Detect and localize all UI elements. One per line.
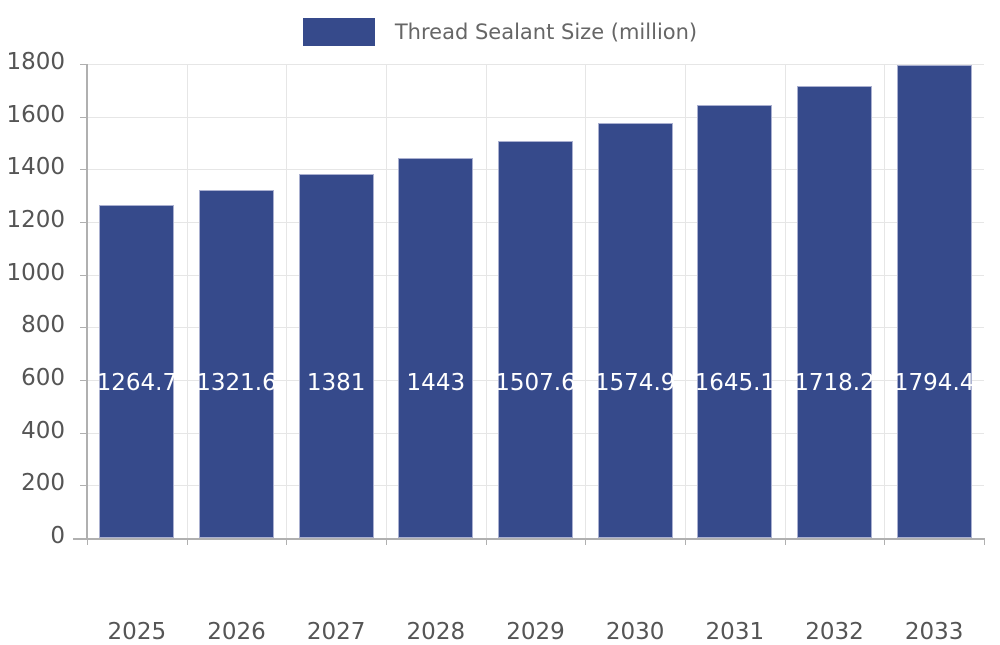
bar[interactable]: [597, 123, 673, 538]
bar[interactable]: [796, 85, 873, 538]
x-tick-label: 2025: [107, 619, 167, 645]
gridline-vertical: [785, 64, 786, 538]
x-tick-label: 2031: [705, 619, 765, 645]
y-tick-label: 800: [21, 312, 65, 339]
gridline-horizontal: [87, 64, 984, 65]
y-tick-mark: [80, 274, 87, 276]
x-tick-mark: [785, 538, 786, 545]
y-tick-label: 600: [21, 365, 65, 391]
bar[interactable]: [697, 104, 773, 538]
chart-legend: Thread Sealant Size (million): [0, 14, 1000, 50]
y-tick-label: 400: [21, 417, 65, 444]
bar[interactable]: [896, 65, 972, 538]
y-tick-label: 1600: [6, 101, 65, 128]
y-axis-spine: [86, 64, 88, 538]
x-tick-label: 2033: [904, 619, 964, 645]
x-tick-mark: [486, 538, 487, 545]
x-tick-mark: [187, 538, 188, 545]
y-tick-mark: [80, 116, 87, 118]
gridline-horizontal: [87, 116, 984, 118]
gridline-vertical: [386, 64, 387, 538]
y-tick-mark: [80, 64, 87, 65]
gridline-vertical: [685, 64, 686, 538]
y-tick-label: 0: [50, 523, 65, 549]
bar[interactable]: [298, 174, 374, 538]
x-tick-mark: [884, 538, 885, 545]
y-tick-mark: [80, 169, 87, 171]
bar[interactable]: [398, 158, 474, 538]
x-tick-mark: [585, 538, 586, 545]
x-tick-label: 2028: [406, 619, 466, 645]
x-tick-mark: [984, 538, 985, 545]
x-axis-spine: [73, 538, 984, 540]
gridline-vertical: [585, 64, 586, 538]
bar[interactable]: [198, 189, 275, 538]
x-tick-mark: [286, 538, 287, 545]
gridline-vertical: [486, 64, 487, 538]
gridline-vertical: [286, 64, 287, 538]
y-tick-label: 1000: [6, 259, 65, 286]
y-tick-label: 1800: [6, 49, 65, 75]
y-tick-mark: [80, 222, 87, 223]
bar[interactable]: [99, 204, 175, 538]
x-tick-label: 2030: [605, 619, 665, 645]
x-tick-mark: [386, 538, 387, 545]
y-tick-mark: [80, 327, 87, 329]
y-tick-mark: [80, 380, 87, 381]
x-tick-label: 2032: [805, 619, 864, 645]
y-tick-mark: [80, 538, 87, 539]
y-tick-mark: [80, 485, 87, 487]
y-tick-label: 200: [21, 470, 65, 497]
x-tick-label: 2026: [207, 619, 266, 645]
gridline-vertical: [884, 64, 885, 538]
plot-area: 1264.7 1321.6 1381 1443 1507.6 1574.9 1645.1 17…: [6, 49, 985, 645]
x-tick-label: 2029: [506, 619, 565, 645]
bar-chart-figure: Thread Sealant Size (million) 1264.7 1321…: [0, 14, 1000, 645]
x-tick-mark: [87, 538, 88, 545]
legend-color-swatch: [302, 18, 375, 46]
y-tick-label: 1200: [6, 207, 65, 233]
y-tick-label: 1400: [6, 154, 65, 181]
x-tick-label: 2027: [306, 619, 366, 645]
bar[interactable]: [497, 140, 574, 538]
legend-label: Thread Sealant Size (million): [394, 20, 698, 44]
y-tick-mark: [80, 432, 87, 434]
x-tick-mark: [685, 538, 686, 545]
gridline-vertical: [187, 64, 188, 538]
